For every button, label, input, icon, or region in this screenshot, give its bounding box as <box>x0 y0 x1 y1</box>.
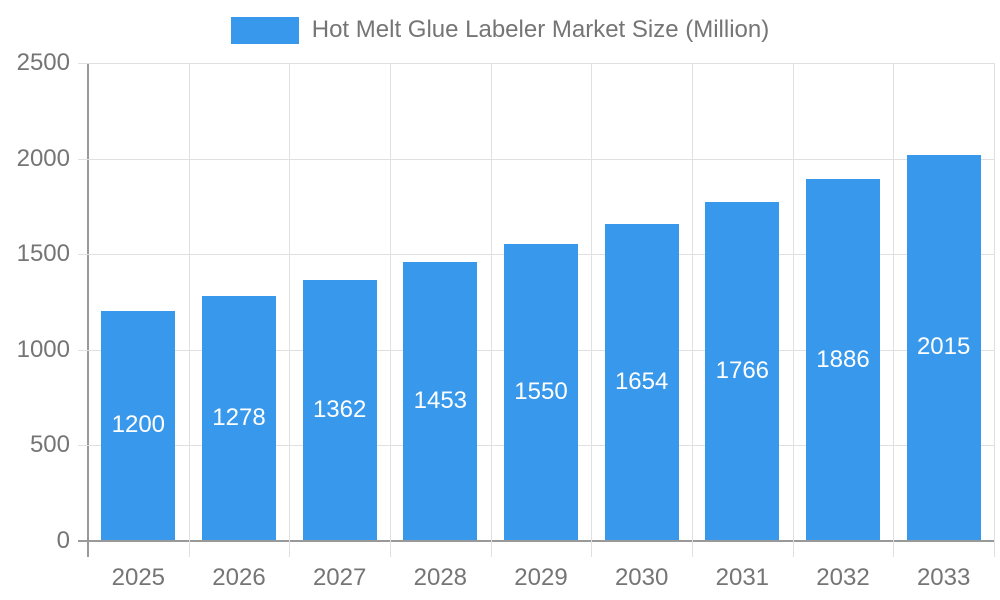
x-tick-label: 2026 <box>212 564 266 591</box>
y-tick-label: 1500 <box>16 240 70 268</box>
x-gridline <box>591 63 593 557</box>
bar-value-label: 1766 <box>715 357 770 385</box>
x-axis-line <box>78 540 994 542</box>
legend[interactable]: Hot Melt Glue Labeler Market Size (Milli… <box>0 16 1000 44</box>
bar: 1362 <box>302 279 377 540</box>
bar: 1766 <box>705 202 780 540</box>
legend-swatch <box>230 16 299 44</box>
legend-label: Hot Melt Glue Labeler Market Size (Milli… <box>311 16 770 43</box>
x-gridline <box>188 63 190 557</box>
x-tick-label: 2033 <box>916 564 971 591</box>
bar-value-label: 1654 <box>614 367 669 395</box>
y-tick-label: 2500 <box>16 49 70 76</box>
bar: 1886 <box>806 179 880 540</box>
x-tick-label: 2029 <box>514 564 568 591</box>
bar: 1200 <box>101 310 176 540</box>
plot-area: 0 500 1000 1500 2000 2500 1200 1278 1362 1453 1550… <box>17 49 995 591</box>
x-gridline <box>390 63 391 557</box>
x-tick-label: 2025 <box>111 564 166 591</box>
x-tick-label: 2028 <box>413 564 468 591</box>
bar-value-label: 1362 <box>312 395 367 423</box>
x-gridline <box>994 63 995 557</box>
x-tick-label: 2030 <box>614 564 669 591</box>
y-gridline <box>78 63 994 64</box>
x-tick-label: 2027 <box>312 564 367 591</box>
x-gridline <box>490 63 492 557</box>
x-tick-label: 2032 <box>816 564 870 591</box>
bar-value-label: 1278 <box>212 403 266 431</box>
y-tick-label: 1000 <box>16 335 70 363</box>
bar-value-label: 1200 <box>111 411 166 439</box>
x-gridline <box>289 63 291 557</box>
bar-value-label: 1550 <box>514 377 568 405</box>
x-gridline <box>792 63 794 557</box>
bar-value-label: 2015 <box>916 333 971 361</box>
bar: 1453 <box>403 262 478 540</box>
bar: 1654 <box>604 223 679 540</box>
y-tick-label: 500 <box>29 431 70 459</box>
bar: 1550 <box>504 243 578 540</box>
y-axis-line <box>87 63 89 557</box>
y-tick-label: 2000 <box>16 144 70 172</box>
y-gridline <box>78 158 994 160</box>
bar-value-label: 1453 <box>413 387 468 415</box>
x-tick-label: 2031 <box>715 564 770 591</box>
x-gridline <box>893 63 895 557</box>
bar: 2015 <box>906 154 981 540</box>
bar: 1278 <box>202 295 276 540</box>
bar-value-label: 1886 <box>816 345 870 373</box>
x-gridline <box>692 63 693 557</box>
y-tick-label: 0 <box>56 527 70 554</box>
